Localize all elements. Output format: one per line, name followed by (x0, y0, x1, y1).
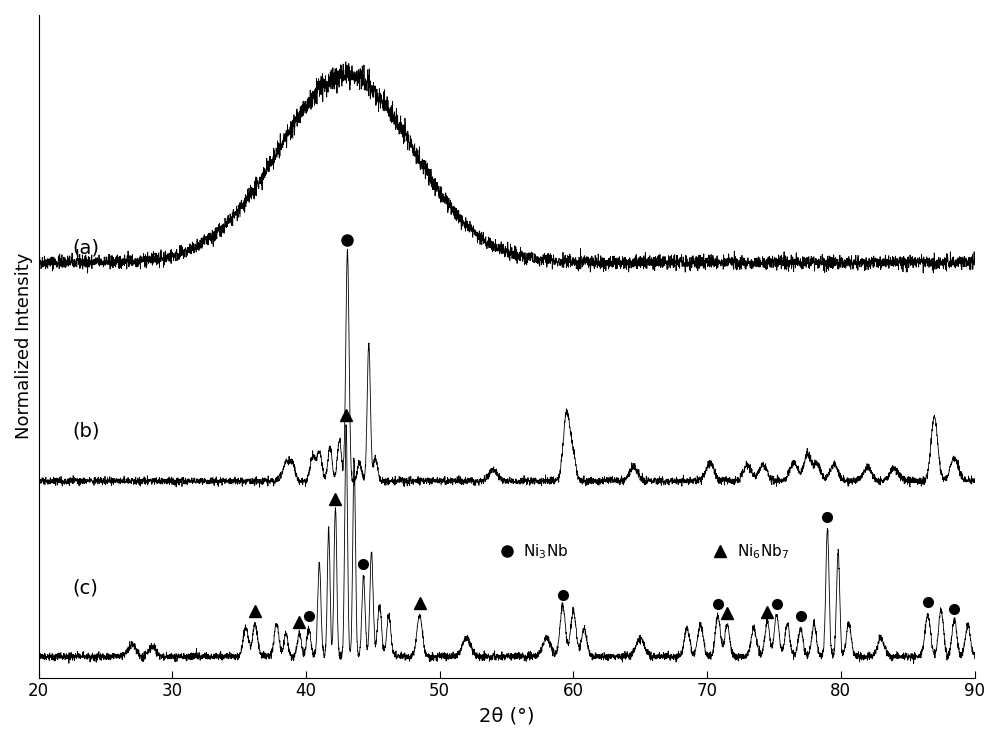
Y-axis label: Normalized Intensity: Normalized Intensity (15, 253, 33, 440)
Text: (c): (c) (72, 578, 98, 597)
Text: (a): (a) (72, 239, 99, 258)
X-axis label: 2θ (°): 2θ (°) (479, 706, 534, 725)
Text: Ni$_6$Nb$_7$: Ni$_6$Nb$_7$ (737, 542, 789, 560)
Text: (b): (b) (72, 422, 99, 440)
Text: Ni$_3$Nb: Ni$_3$Nb (523, 542, 568, 560)
